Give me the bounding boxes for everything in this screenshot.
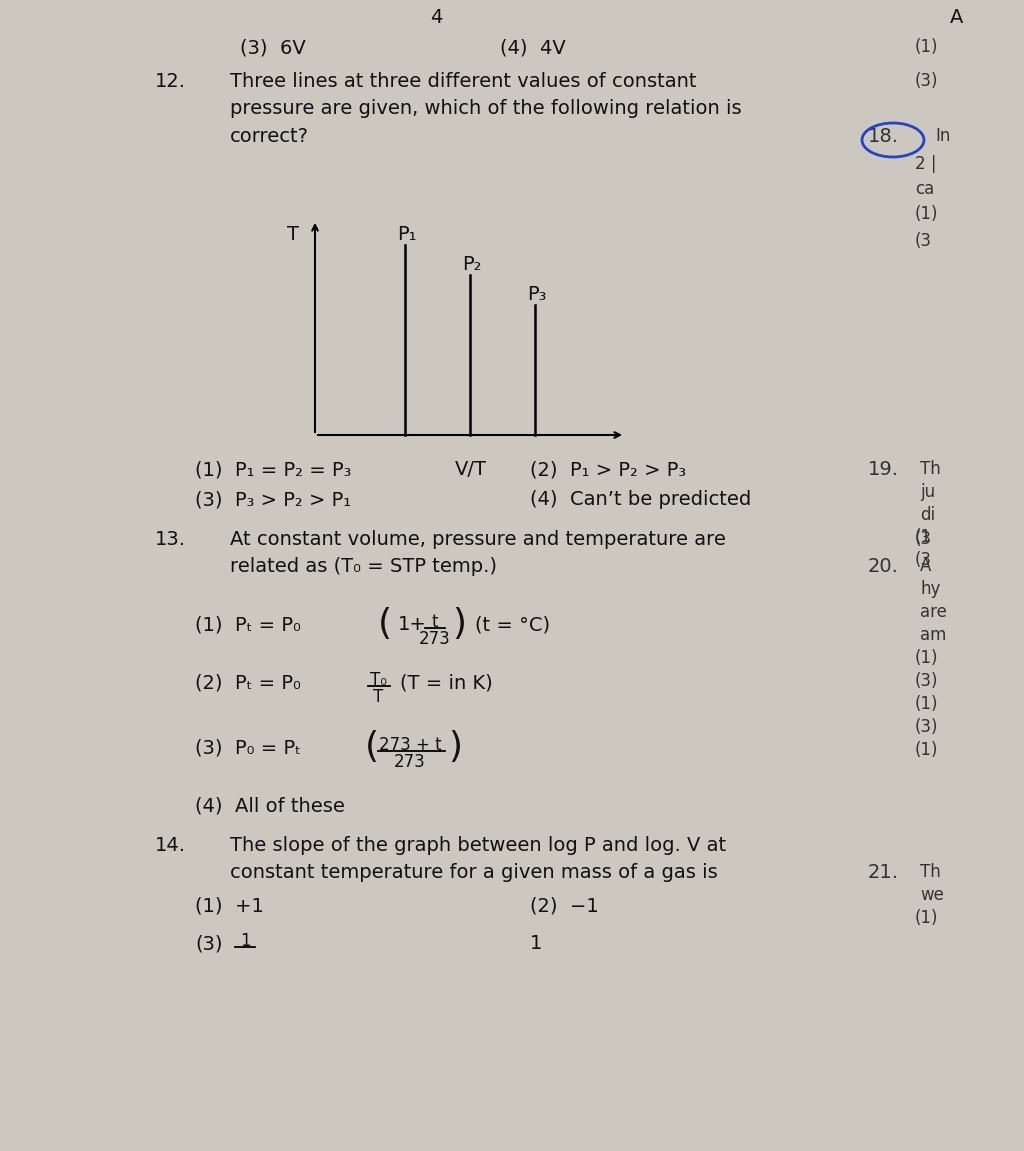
Text: am: am [920,626,946,645]
Text: T: T [287,224,299,244]
Text: 20.: 20. [868,557,899,576]
Text: Th: Th [920,863,941,881]
Text: T: T [373,688,383,706]
Text: 21.: 21. [868,863,899,882]
Text: (3: (3 [915,529,932,548]
Text: 14.: 14. [155,836,186,855]
Text: pressure are given, which of the following relation is: pressure are given, which of the followi… [230,99,741,119]
Text: hy: hy [920,580,940,599]
Text: (2)  −1: (2) −1 [530,895,599,915]
Text: (3)  6V: (3) 6V [240,38,306,58]
Text: (1): (1) [915,649,939,666]
Text: (3: (3 [915,551,932,569]
Text: (4)  All of these: (4) All of these [195,796,345,815]
Text: (T = in K): (T = in K) [400,673,493,692]
Text: A: A [920,557,932,576]
Text: we: we [920,886,944,904]
Text: (3): (3) [915,73,939,90]
Text: (1): (1) [915,741,939,759]
Text: (3): (3) [195,933,222,953]
Text: ca: ca [915,180,934,198]
Text: (4)  Can’t be predicted: (4) Can’t be predicted [530,490,752,509]
Text: (3): (3) [915,718,939,735]
Text: (1): (1) [915,205,939,223]
Text: P₃: P₃ [527,285,547,304]
Text: (3)  P₀ = Pₜ: (3) P₀ = Pₜ [195,738,301,757]
Text: T₀: T₀ [370,671,386,689]
Text: (2)  Pₜ = P₀: (2) Pₜ = P₀ [195,673,301,692]
Text: (1): (1) [915,38,939,56]
Text: (2)  P₁ > P₂ > P₃: (2) P₁ > P₂ > P₃ [530,460,686,479]
Text: ): ) [449,730,462,764]
Text: (t = °C): (t = °C) [475,615,550,634]
Text: correct?: correct? [230,127,309,146]
Text: (: ( [378,607,392,641]
Text: are: are [920,603,947,622]
Text: (1)  +1: (1) +1 [195,895,264,915]
Text: constant temperature for a given mass of a gas is: constant temperature for a given mass of… [230,863,718,882]
Text: t: t [432,613,438,631]
Text: ): ) [452,607,466,641]
Text: (1): (1) [915,695,939,712]
Text: 4: 4 [430,8,442,26]
Text: (3)  P₃ > P₂ > P₁: (3) P₃ > P₂ > P₁ [195,490,351,509]
Text: At constant volume, pressure and temperature are: At constant volume, pressure and tempera… [230,529,726,549]
Text: (3): (3) [915,672,939,689]
Text: 1: 1 [240,932,250,950]
Text: P₂: P₂ [462,256,481,274]
Text: (4)  4V: (4) 4V [500,38,565,58]
Text: P₁: P₁ [397,224,417,244]
Text: 19.: 19. [868,460,899,479]
Text: The slope of the graph between log P and log. V at: The slope of the graph between log P and… [230,836,726,855]
Text: 1: 1 [530,933,543,953]
Text: (: ( [365,730,379,764]
Text: In: In [935,127,950,145]
Text: related as (T₀ = STP temp.): related as (T₀ = STP temp.) [230,557,497,576]
Text: (1)  Pₜ = P₀: (1) Pₜ = P₀ [195,615,301,634]
Text: (1): (1) [915,909,939,927]
Text: 273: 273 [394,753,426,771]
Text: ju: ju [920,483,935,501]
Text: 273 + t: 273 + t [379,735,441,754]
Text: V/T: V/T [455,460,487,479]
Text: 2 |: 2 | [915,155,937,173]
Text: di: di [920,506,935,524]
Text: A: A [950,8,964,26]
Text: 18.: 18. [868,127,899,146]
Text: Th: Th [920,460,941,478]
Text: 13.: 13. [155,529,186,549]
Text: 1+: 1+ [398,615,427,634]
Text: Three lines at three different values of constant: Three lines at three different values of… [230,73,696,91]
Text: (1: (1 [915,528,932,546]
Text: (1)  P₁ = P₂ = P₃: (1) P₁ = P₂ = P₃ [195,460,351,479]
Text: 273: 273 [419,630,451,648]
Text: (3: (3 [915,233,932,250]
Text: 12.: 12. [155,73,186,91]
